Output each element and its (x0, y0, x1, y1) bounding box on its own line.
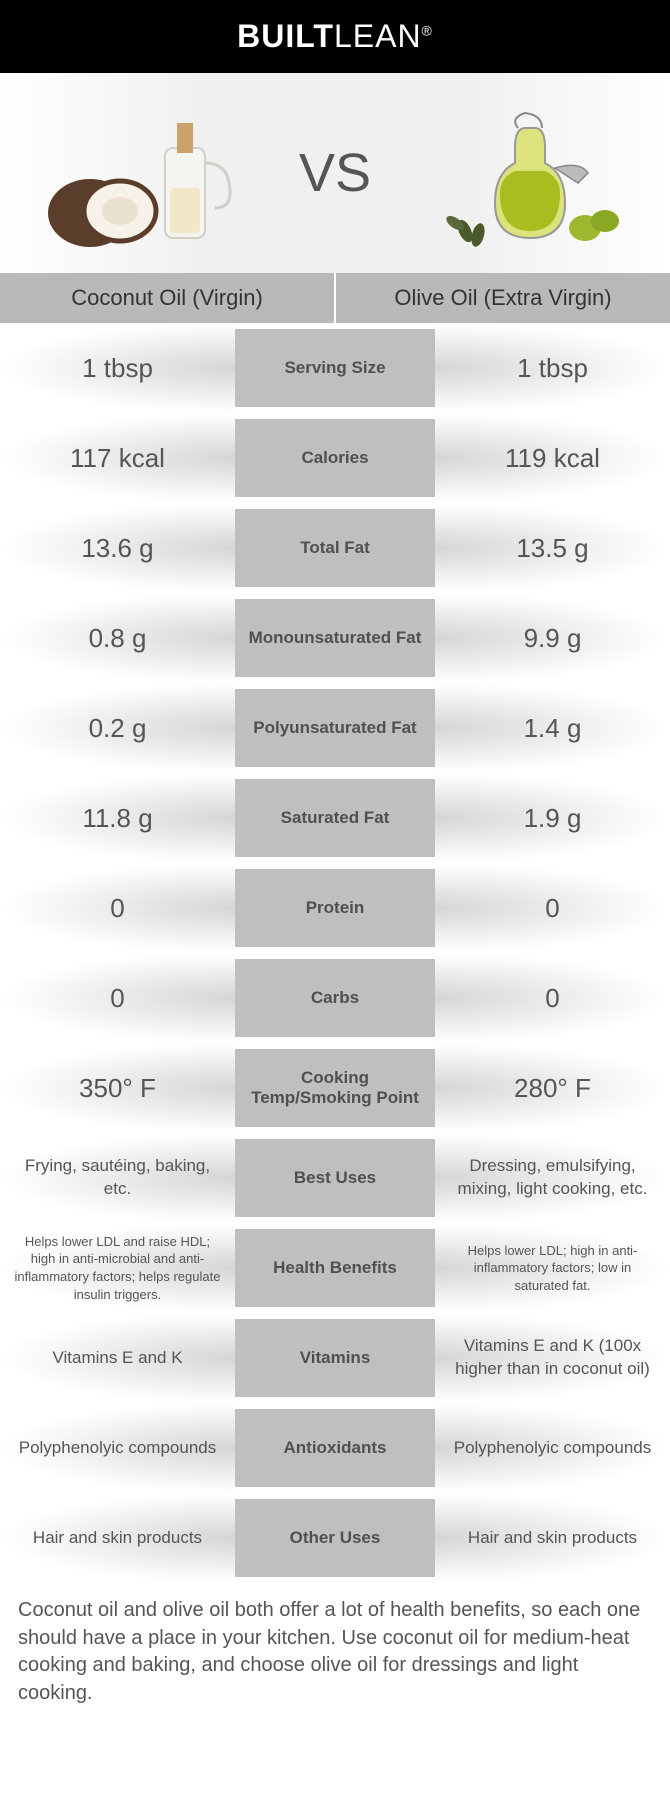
logo-bold: BUILT (237, 18, 334, 54)
logo-reg: ® (422, 22, 433, 38)
logo-bar: BUILTLEAN® (0, 0, 670, 73)
comparison-row: 117 kcal Calories 119 kcal (0, 413, 670, 503)
value-right-text: 0 (545, 893, 559, 924)
vs-label: VS (299, 142, 371, 204)
footer-text: Coconut oil and olive oil both offer a l… (0, 1583, 670, 1735)
comparison-rows: 1 tbsp Serving Size 1 tbsp 117 kcal Calories… (0, 323, 670, 1583)
value-left-text: Hair and skin products (33, 1527, 202, 1550)
value-left: 350° F (0, 1043, 235, 1133)
comparison-row: 0 Protein 0 (0, 863, 670, 953)
value-right: Helps lower LDL; high in anti-inflammato… (435, 1223, 670, 1313)
value-left-text: Frying, sautéing, baking, etc. (12, 1155, 223, 1201)
comparison-row: Polyphenolyic compounds Antioxidants Polyp… (0, 1403, 670, 1493)
value-right-text: 13.5 g (516, 533, 588, 564)
comparison-row: 11.8 g Saturated Fat 1.9 g (0, 773, 670, 863)
value-left: 117 kcal (0, 413, 235, 503)
row-label: Monounsaturated Fat (235, 599, 435, 677)
olive-oil-image (430, 93, 630, 253)
value-left: 1 tbsp (0, 323, 235, 413)
row-label: Health Benefits (235, 1229, 435, 1307)
value-right: 0 (435, 953, 670, 1043)
row-label: Vitamins (235, 1319, 435, 1397)
logo-light: LEAN (334, 18, 422, 54)
value-left: 13.6 g (0, 503, 235, 593)
value-left: Frying, sautéing, baking, etc. (0, 1133, 235, 1223)
row-label: Antioxidants (235, 1409, 435, 1487)
row-label: Serving Size (235, 329, 435, 407)
comparison-row: 0.8 g Monounsaturated Fat 9.9 g (0, 593, 670, 683)
value-right-text: Hair and skin products (468, 1527, 637, 1550)
value-left-text: 11.8 g (82, 803, 152, 834)
value-right-text: 9.9 g (524, 623, 582, 654)
row-label: Total Fat (235, 509, 435, 587)
value-left-text: Vitamins E and K (52, 1347, 182, 1370)
value-right-text: 1 tbsp (517, 353, 588, 384)
value-left: Helps lower LDL and raise HDL; high in a… (0, 1223, 235, 1313)
value-right-text: Vitamins E and K (100x higher than in co… (447, 1335, 658, 1381)
row-label: Other Uses (235, 1499, 435, 1577)
value-right: Vitamins E and K (100x higher than in co… (435, 1313, 670, 1403)
value-left: 11.8 g (0, 773, 235, 863)
value-left-text: Polyphenolyic compounds (19, 1437, 217, 1460)
coconut-oil-image (40, 93, 240, 253)
logo: BUILTLEAN® (237, 18, 433, 54)
row-label: Calories (235, 419, 435, 497)
row-label: Best Uses (235, 1139, 435, 1217)
value-left: 0.8 g (0, 593, 235, 683)
comparison-row: Frying, sautéing, baking, etc. Best Uses D… (0, 1133, 670, 1223)
value-left-text: 0 (110, 893, 124, 924)
value-right: 1.9 g (435, 773, 670, 863)
row-label: Cooking Temp/Smoking Point (235, 1049, 435, 1127)
value-right-text: Helps lower LDL; high in anti-inflammato… (447, 1242, 658, 1295)
value-left-text: 350° F (79, 1073, 156, 1104)
value-right: 119 kcal (435, 413, 670, 503)
value-right: 1.4 g (435, 683, 670, 773)
column-headers: Coconut Oil (Virgin) Olive Oil (Extra Vi… (0, 273, 670, 323)
row-label: Carbs (235, 959, 435, 1037)
value-right-text: 1.9 g (524, 803, 582, 834)
value-left-text: 1 tbsp (82, 353, 153, 384)
value-left-text: 0.8 g (89, 623, 147, 654)
value-right-text: Dressing, emulsifying, mixing, light coo… (447, 1155, 658, 1201)
comparison-row: 0.2 g Polyunsaturated Fat 1.4 g (0, 683, 670, 773)
value-left: 0 (0, 863, 235, 953)
value-right-text: 119 kcal (505, 443, 600, 474)
value-left-text: 0.2 g (89, 713, 147, 744)
value-left-text: 0 (110, 983, 124, 1014)
row-label: Protein (235, 869, 435, 947)
value-left-text: Helps lower LDL and raise HDL; high in a… (12, 1233, 223, 1303)
comparison-row: Hair and skin products Other Uses Hair and… (0, 1493, 670, 1583)
value-right: 9.9 g (435, 593, 670, 683)
value-right: Polyphenolyic compounds (435, 1403, 670, 1493)
comparison-row: Vitamins E and K Vitamins Vitamins E and K… (0, 1313, 670, 1403)
value-right: 0 (435, 863, 670, 953)
comparison-row: 13.6 g Total Fat 13.5 g (0, 503, 670, 593)
value-left-text: 117 kcal (70, 443, 165, 474)
value-right: 280° F (435, 1043, 670, 1133)
value-right: 13.5 g (435, 503, 670, 593)
hero-row: VS (0, 73, 670, 273)
column-header-right: Olive Oil (Extra Virgin) (336, 273, 670, 323)
column-header-left: Coconut Oil (Virgin) (0, 273, 336, 323)
row-label: Polyunsaturated Fat (235, 689, 435, 767)
value-right-text: Polyphenolyic compounds (454, 1437, 652, 1460)
value-left: 0.2 g (0, 683, 235, 773)
value-right: Dressing, emulsifying, mixing, light coo… (435, 1133, 670, 1223)
comparison-row: 0 Carbs 0 (0, 953, 670, 1043)
value-left: 0 (0, 953, 235, 1043)
comparison-row: Helps lower LDL and raise HDL; high in a… (0, 1223, 670, 1313)
value-left: Polyphenolyic compounds (0, 1403, 235, 1493)
value-right-text: 0 (545, 983, 559, 1014)
value-left-text: 13.6 g (81, 533, 153, 564)
comparison-row: 1 tbsp Serving Size 1 tbsp (0, 323, 670, 413)
value-right: 1 tbsp (435, 323, 670, 413)
row-label: Saturated Fat (235, 779, 435, 857)
value-right-text: 1.4 g (524, 713, 582, 744)
value-left: Hair and skin products (0, 1493, 235, 1583)
value-left: Vitamins E and K (0, 1313, 235, 1403)
value-right-text: 280° F (514, 1073, 591, 1104)
comparison-row: 350° F Cooking Temp/Smoking Point 280° F (0, 1043, 670, 1133)
value-right: Hair and skin products (435, 1493, 670, 1583)
